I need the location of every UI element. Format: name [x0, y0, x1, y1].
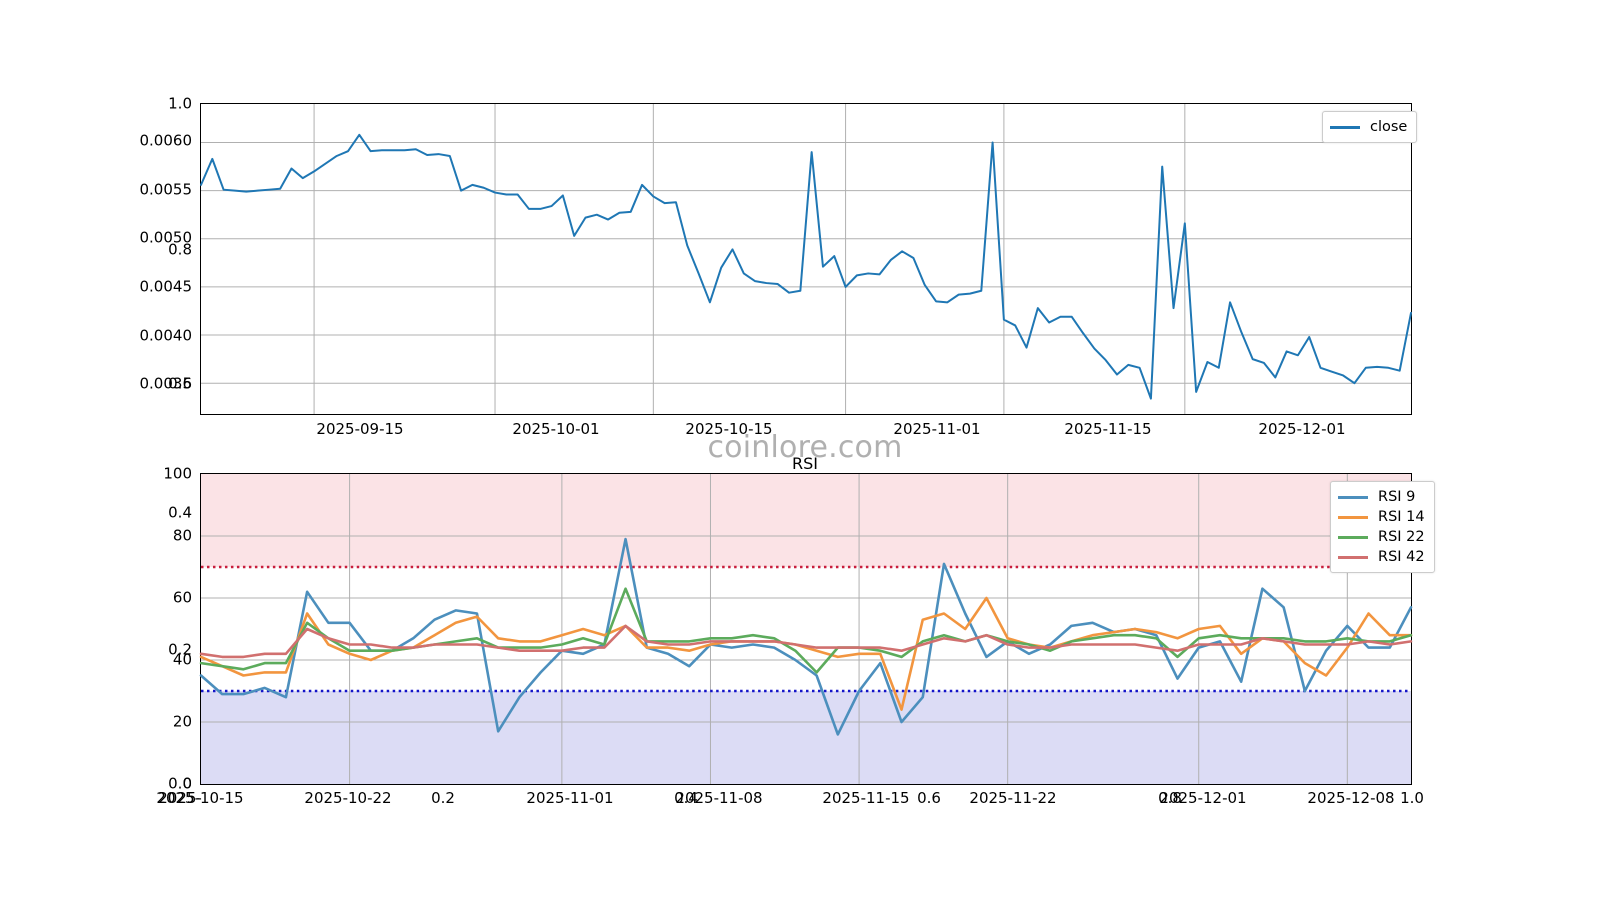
rsi-panel-title: RSI: [792, 454, 818, 473]
rsi-xtick-2: 2025-11-01: [526, 789, 614, 807]
rsi-xtick-3: 2025-11-08: [675, 789, 763, 807]
rsi-overlay-xtick-0: 2025-: [158, 789, 202, 807]
rsi-overlay-ytick-0: 0.4: [168, 503, 192, 522]
legend-swatch-rsi-42: [1338, 555, 1368, 559]
price-ytick-3: 0.0045: [139, 277, 193, 296]
rsi-overlay-xtick-5: 1.0: [1400, 789, 1424, 807]
price-ytick-2: 0.0050: [139, 228, 193, 247]
rsi-ytick-4: 20: [172, 712, 192, 731]
legend-swatch-close: [1330, 125, 1360, 129]
price-overlay-ytick-2: 0.6: [168, 374, 192, 393]
legend-label-rsi-9: RSI 9: [1378, 488, 1416, 505]
price-ytick-4: 0.0040: [139, 326, 193, 345]
legend-item-rsi-22[interactable]: RSI 22: [1338, 527, 1425, 547]
price-legend[interactable]: close: [1322, 111, 1418, 143]
rsi-plot-area: [201, 474, 1411, 784]
rsi-legend[interactable]: RSI 9 RSI 14 RSI 22 RSI 42: [1330, 481, 1435, 573]
rsi-xtick-5: 2025-11-22: [969, 789, 1057, 807]
legend-item-rsi-9[interactable]: RSI 9: [1338, 487, 1425, 507]
price-overlay-ytick-0: 1.0: [168, 94, 192, 113]
price-xtick-4: 2025-11-15: [1064, 420, 1152, 438]
watermark: coinlore.com: [707, 430, 903, 465]
legend-label-rsi-14: RSI 14: [1378, 508, 1425, 525]
legend-label-rsi-42: RSI 42: [1378, 548, 1425, 565]
rsi-xtick-4: 2025-11-15: [822, 789, 910, 807]
legend-label-close: close: [1370, 118, 1408, 135]
rsi-ytick-2: 60: [172, 588, 192, 607]
price-xtick-5: 2025-12-01: [1258, 420, 1346, 438]
legend-swatch-rsi-22: [1338, 535, 1368, 539]
rsi-overlay-xtick-2: 0.4: [674, 789, 698, 807]
rsi-xtick-6: 2025-12-01: [1159, 789, 1247, 807]
rsi-ytick-5: 0: [182, 774, 192, 793]
rsi-ytick-0: 100: [163, 464, 192, 483]
price-ytick-0: 0.0060: [139, 131, 193, 150]
price-ytick-1: 0.0055: [139, 180, 193, 199]
legend-item-rsi-14[interactable]: RSI 14: [1338, 507, 1425, 527]
rsi-chart-panel: [200, 473, 1412, 785]
rsi-overlay-ytick-2: 0.0: [168, 774, 192, 793]
price-chart-panel: [200, 103, 1412, 415]
rsi-ytick-3: 40: [172, 650, 192, 669]
price-xtick-1: 2025-10-01: [512, 420, 600, 438]
price-xtick-3: 2025-11-01: [893, 420, 981, 438]
legend-swatch-rsi-9: [1338, 495, 1368, 499]
legend-item-close[interactable]: close: [1330, 117, 1407, 137]
rsi-ytick-1: 80: [172, 526, 192, 545]
rsi-overlay-xtick-3: 0.6: [917, 789, 941, 807]
price-plot-area: [201, 104, 1411, 414]
rsi-xtick-1: 2025-10-22: [304, 789, 392, 807]
rsi-xtick-0: 2025-10-15: [156, 789, 244, 807]
legend-label-rsi-22: RSI 22: [1378, 528, 1425, 545]
legend-swatch-rsi-14: [1338, 515, 1368, 519]
rsi-xtick-7: 2025-12-08: [1307, 789, 1395, 807]
rsi-overlay-ytick-1: 0.2: [168, 640, 192, 659]
rsi-overlay-xtick-1: 0.2: [431, 789, 455, 807]
price-ytick-5: 0.0035: [139, 374, 193, 393]
price-xtick-2: 2025-10-15: [685, 420, 773, 438]
price-xtick-0: 2025-09-15: [316, 420, 404, 438]
price-overlay-ytick-1: 0.8: [168, 240, 192, 259]
rsi-overlay-xtick-4: 0.8: [1158, 789, 1182, 807]
legend-item-rsi-42[interactable]: RSI 42: [1338, 547, 1425, 567]
